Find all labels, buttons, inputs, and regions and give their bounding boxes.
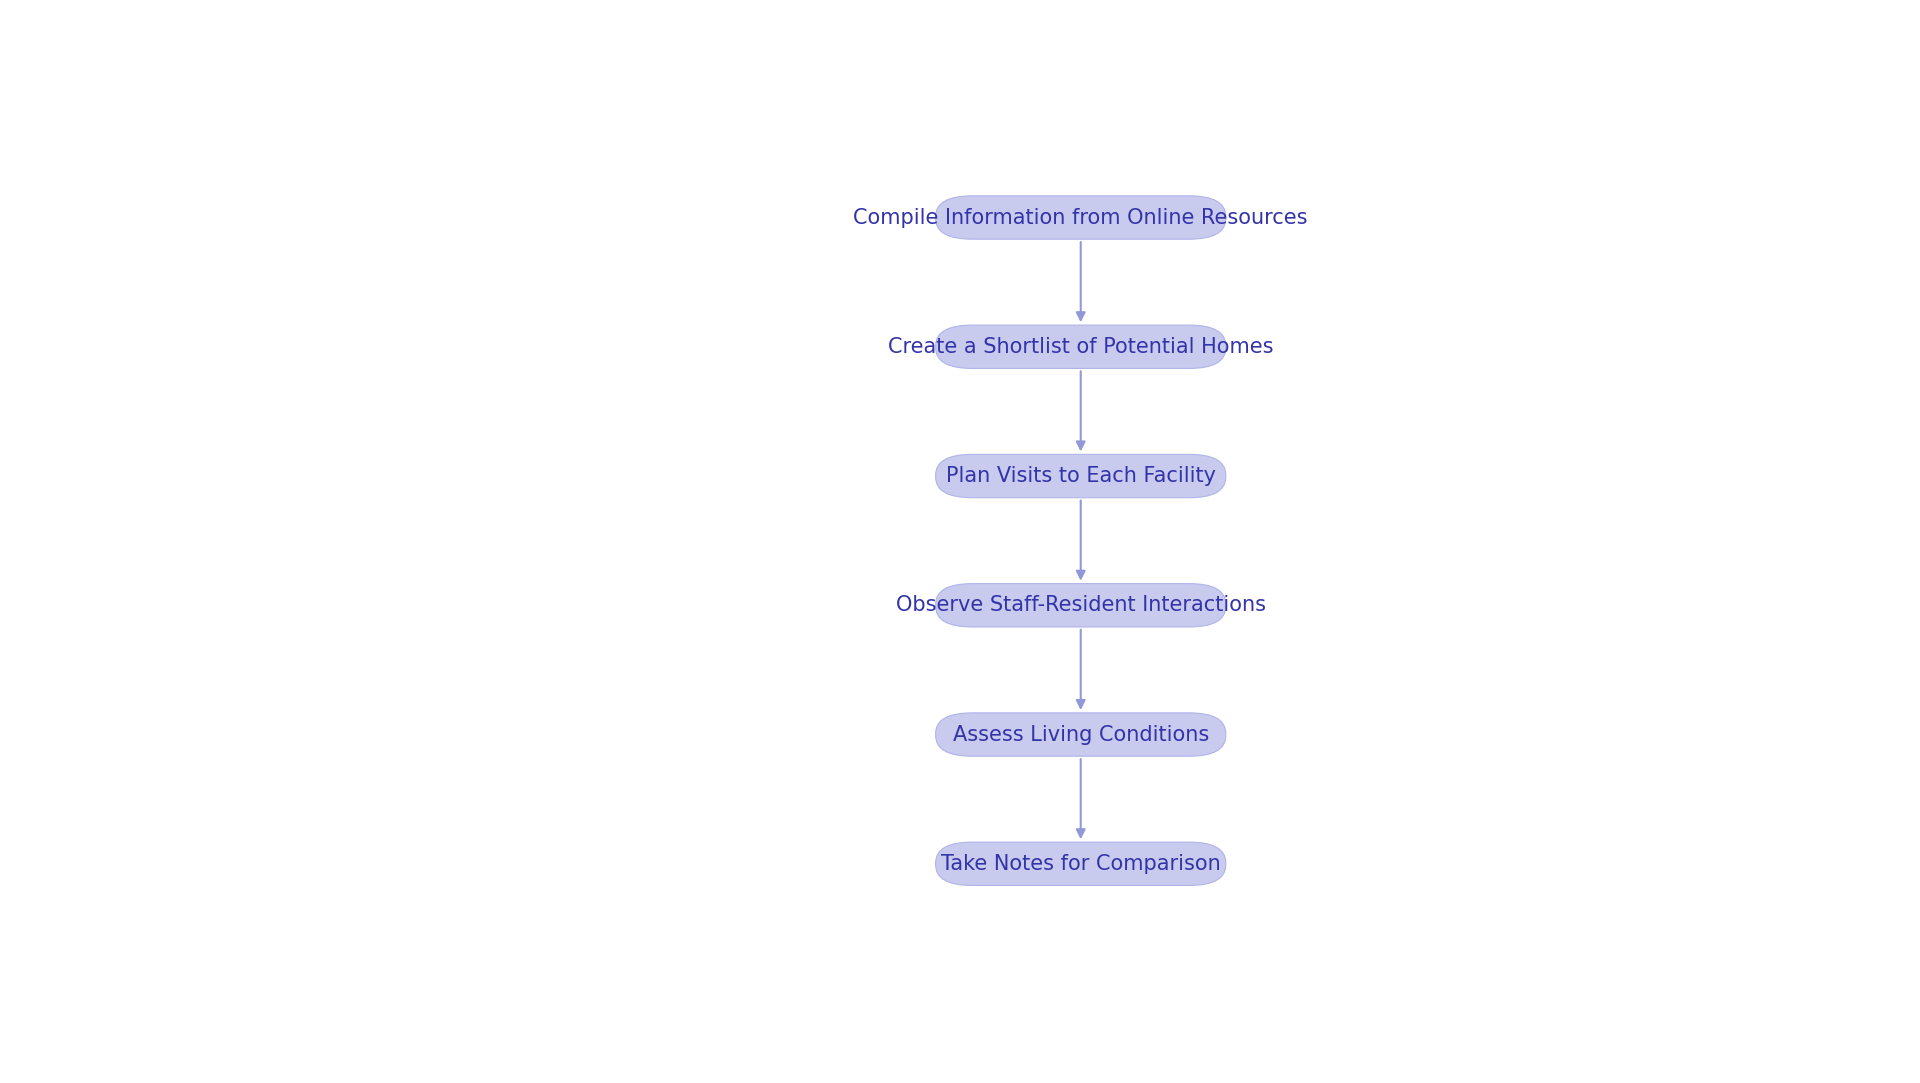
Text: Take Notes for Comparison: Take Notes for Comparison [941,853,1221,874]
Text: Observe Staff-Resident Interactions: Observe Staff-Resident Interactions [897,596,1265,615]
FancyBboxPatch shape [935,713,1225,756]
FancyBboxPatch shape [935,843,1225,886]
FancyBboxPatch shape [935,196,1225,239]
Text: Assess Living Conditions: Assess Living Conditions [952,725,1210,744]
FancyBboxPatch shape [935,584,1225,627]
Text: Plan Visits to Each Facility: Plan Visits to Each Facility [947,466,1215,486]
FancyBboxPatch shape [935,325,1225,368]
FancyBboxPatch shape [935,455,1225,498]
Text: Create a Shortlist of Potential Homes: Create a Shortlist of Potential Homes [887,337,1273,356]
Text: Compile Information from Online Resources: Compile Information from Online Resource… [854,208,1308,227]
